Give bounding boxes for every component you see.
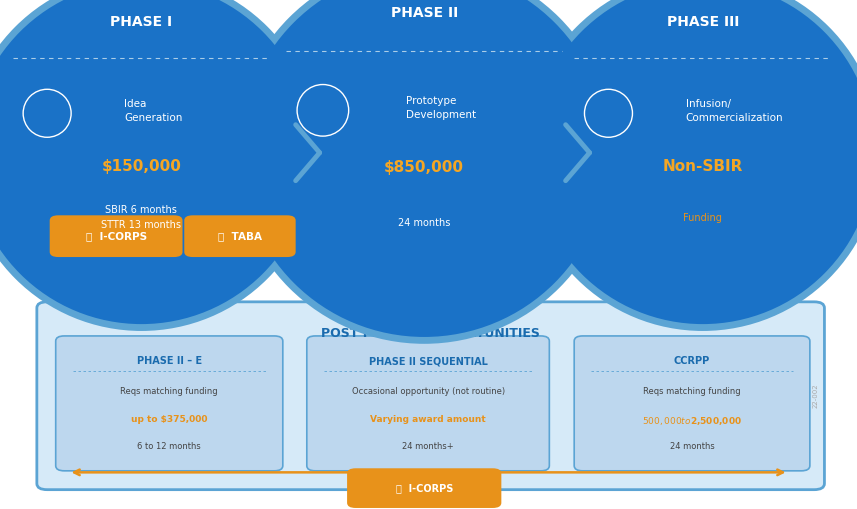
Text: 24 months+: 24 months+ — [402, 442, 454, 451]
FancyBboxPatch shape — [347, 468, 501, 508]
Text: 6 to 12 months: 6 to 12 months — [137, 442, 201, 451]
Text: $850,000: $850,000 — [384, 160, 464, 175]
Text: Prototype
Development: Prototype Development — [405, 96, 476, 120]
Text: Occasional opportunity (not routine): Occasional opportunity (not routine) — [351, 387, 505, 396]
Text: 📋  I-CORPS: 📋 I-CORPS — [86, 231, 147, 241]
Text: PHASE III: PHASE III — [667, 15, 739, 30]
Text: PHASE II SEQUENTIAL: PHASE II SEQUENTIAL — [369, 356, 488, 366]
Text: Varying award amount: Varying award amount — [370, 415, 486, 424]
Text: 24 months: 24 months — [398, 218, 451, 228]
Text: PHASE II – E: PHASE II – E — [137, 356, 201, 366]
Text: POST PHASE II OPPORTUNITIES: POST PHASE II OPPORTUNITIES — [321, 327, 540, 341]
Text: $150,000: $150,000 — [101, 159, 182, 174]
FancyBboxPatch shape — [50, 215, 183, 257]
Ellipse shape — [0, 0, 320, 331]
FancyBboxPatch shape — [184, 215, 296, 257]
Ellipse shape — [233, 0, 615, 344]
Text: Idea
Generation: Idea Generation — [124, 99, 183, 123]
Text: PHASE II: PHASE II — [391, 6, 458, 20]
Ellipse shape — [240, 0, 608, 337]
Text: Non-SBIR: Non-SBIR — [662, 159, 743, 174]
Text: 22-002: 22-002 — [812, 383, 819, 408]
FancyBboxPatch shape — [37, 302, 824, 490]
Text: 🔧  TABA: 🔧 TABA — [218, 231, 262, 241]
Ellipse shape — [0, 0, 313, 324]
Ellipse shape — [531, 0, 857, 324]
Text: SBIR 6 months
STTR 13 months: SBIR 6 months STTR 13 months — [101, 206, 182, 230]
Text: Funding: Funding — [683, 213, 722, 223]
Text: 📋  I-CORPS: 📋 I-CORPS — [396, 483, 452, 493]
FancyBboxPatch shape — [574, 336, 810, 471]
Ellipse shape — [524, 0, 857, 331]
Text: Reqs matching funding: Reqs matching funding — [121, 387, 218, 396]
Text: CCRPP: CCRPP — [674, 356, 710, 366]
Text: 24 months: 24 months — [669, 442, 715, 451]
Text: Reqs matching funding: Reqs matching funding — [644, 387, 740, 396]
Text: Infusion/
Commercialization: Infusion/ Commercialization — [686, 99, 783, 123]
Text: $500,000 to $2,500,000: $500,000 to $2,500,000 — [642, 415, 742, 427]
FancyBboxPatch shape — [56, 336, 283, 471]
FancyBboxPatch shape — [307, 336, 549, 471]
Text: PHASE I: PHASE I — [111, 15, 172, 30]
Text: up to $375,000: up to $375,000 — [131, 415, 207, 424]
